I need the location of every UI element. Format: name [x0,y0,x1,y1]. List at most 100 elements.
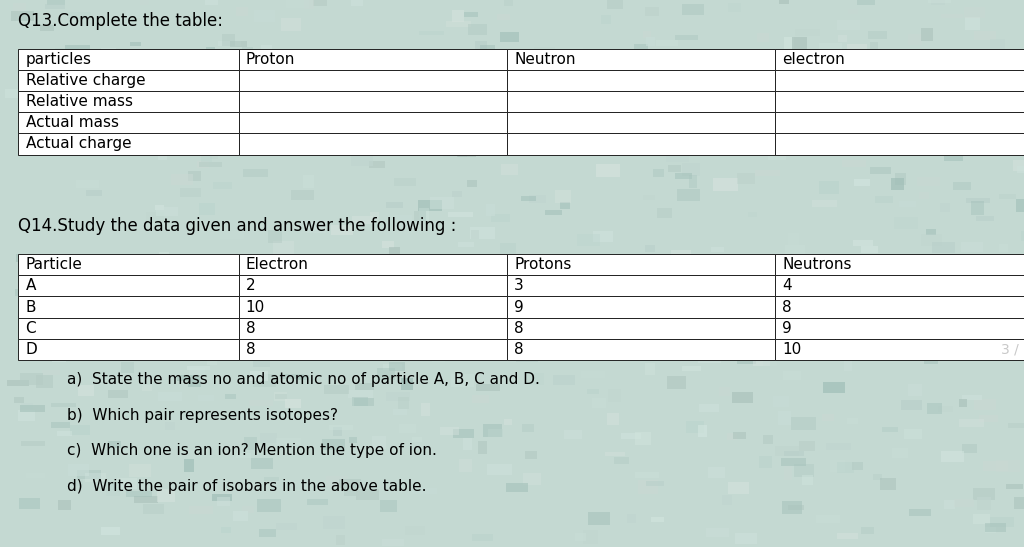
Bar [382,539,404,545]
Bar [694,329,715,337]
Bar [941,14,963,18]
Bar [71,425,90,435]
Bar [560,202,570,209]
Bar [653,168,665,177]
Bar [783,467,793,480]
Bar [345,68,365,79]
Bar [177,375,201,381]
Bar [268,230,282,243]
Bar [507,70,775,91]
Bar [962,394,982,400]
Bar [502,164,518,174]
Bar [140,0,148,5]
Bar [754,353,777,362]
Bar [382,241,394,248]
Bar [431,267,451,272]
Bar [857,0,876,5]
Bar [961,242,983,253]
Bar [507,254,775,275]
Bar [354,398,374,405]
Bar [594,231,613,242]
Bar [239,317,507,339]
Bar [399,424,417,433]
Bar [852,462,863,470]
Bar [296,375,308,380]
Bar [894,318,918,331]
Text: 8: 8 [514,342,523,357]
Bar [667,376,686,389]
Bar [444,257,462,264]
Bar [892,447,908,458]
Bar [953,182,972,190]
Bar [737,351,756,364]
Bar [577,234,600,246]
Bar [466,318,476,325]
Bar [898,67,924,79]
Bar [775,254,1024,275]
Bar [377,54,396,64]
Bar [77,470,100,479]
Bar [682,162,700,176]
Bar [419,208,429,221]
Bar [68,12,91,19]
Bar [775,133,1024,154]
Bar [374,115,383,127]
Bar [253,362,269,366]
Bar [977,497,991,510]
Bar [727,321,738,329]
Bar [58,500,71,510]
Bar [472,534,493,540]
Bar [92,126,106,138]
Bar [613,263,635,270]
Text: 8: 8 [246,321,255,335]
Bar [748,212,757,217]
Bar [213,182,232,189]
Bar [73,479,83,486]
Bar [1021,91,1024,98]
Bar [753,266,777,278]
Bar [638,480,658,493]
Bar [100,48,116,59]
Bar [908,384,922,397]
Bar [872,474,882,480]
Bar [925,358,938,364]
Bar [523,473,541,485]
Bar [504,333,519,345]
Bar [476,65,489,77]
Bar [775,70,1024,91]
Bar [584,531,598,544]
Bar [306,221,327,233]
Bar [598,335,608,345]
Bar [908,33,922,45]
Bar [821,414,834,421]
Bar [18,91,239,112]
Bar [886,50,894,59]
Bar [187,366,210,370]
Bar [183,117,201,128]
Bar [711,247,724,252]
Bar [474,79,488,90]
Bar [24,80,45,85]
Bar [866,305,874,312]
Bar [861,527,873,534]
Bar [837,462,854,473]
Bar [782,371,801,380]
Bar [768,295,778,304]
Bar [364,318,378,323]
Bar [376,60,391,68]
Bar [504,419,512,425]
Bar [34,77,52,85]
Bar [506,483,527,492]
Bar [322,439,345,451]
Bar [645,363,655,375]
Bar [101,527,121,535]
Bar [65,45,90,54]
Bar [372,95,380,100]
Bar [393,409,407,415]
Text: a)  State the mass no and atomic no of particle A, B, C and D.: a) State the mass no and atomic no of pa… [67,372,540,387]
Bar [870,167,891,174]
Bar [386,202,402,208]
Bar [400,298,414,306]
Bar [644,259,662,266]
Bar [340,479,361,488]
